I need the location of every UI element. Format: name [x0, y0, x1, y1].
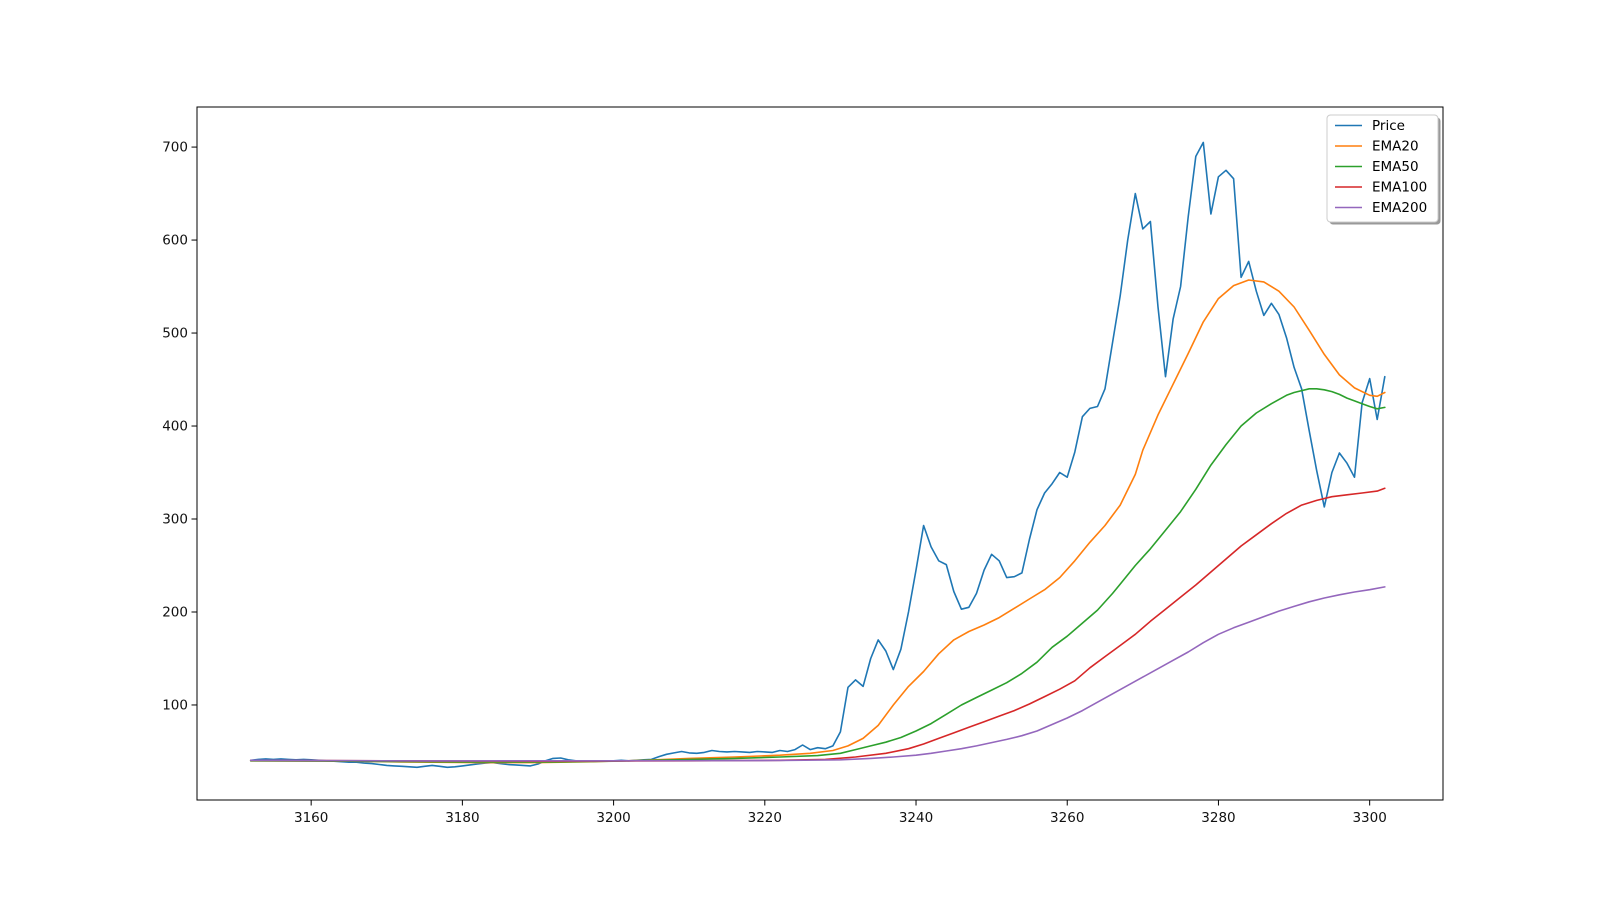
y-tick-label: 500 — [162, 326, 188, 342]
x-tick-label: 3160 — [294, 810, 328, 826]
legend-box — [1326, 114, 1439, 223]
x-tick-label: 3260 — [1050, 810, 1084, 826]
series-line-price — [249, 141, 1386, 769]
legend-label-ema50: EMA50 — [1372, 159, 1419, 175]
x-tick-label: 3240 — [899, 810, 933, 826]
y-tick-label: 200 — [162, 604, 188, 620]
legend-label-price: Price — [1372, 118, 1405, 134]
series-line-ema200 — [249, 586, 1386, 762]
legend-label-ema100: EMA100 — [1372, 180, 1427, 196]
series-line-ema50 — [249, 387, 1386, 763]
plot-border — [196, 106, 1444, 801]
x-tick-label: 3200 — [596, 810, 630, 826]
y-tick-label: 100 — [162, 697, 188, 713]
y-tick-label: 700 — [162, 140, 188, 156]
x-tick-label: 3280 — [1201, 810, 1235, 826]
x-tick-label: 3300 — [1352, 810, 1386, 826]
legend-label-ema20: EMA20 — [1372, 139, 1419, 155]
x-tick-label: 3180 — [445, 810, 479, 826]
y-tick-label: 300 — [162, 512, 188, 528]
y-tick-label: 600 — [162, 233, 188, 249]
series-line-ema20 — [249, 279, 1386, 764]
y-tick-label: 400 — [162, 419, 188, 435]
x-tick-label: 3220 — [748, 810, 782, 826]
legend-label-ema200: EMA200 — [1372, 200, 1427, 216]
series-line-ema100 — [249, 487, 1386, 763]
